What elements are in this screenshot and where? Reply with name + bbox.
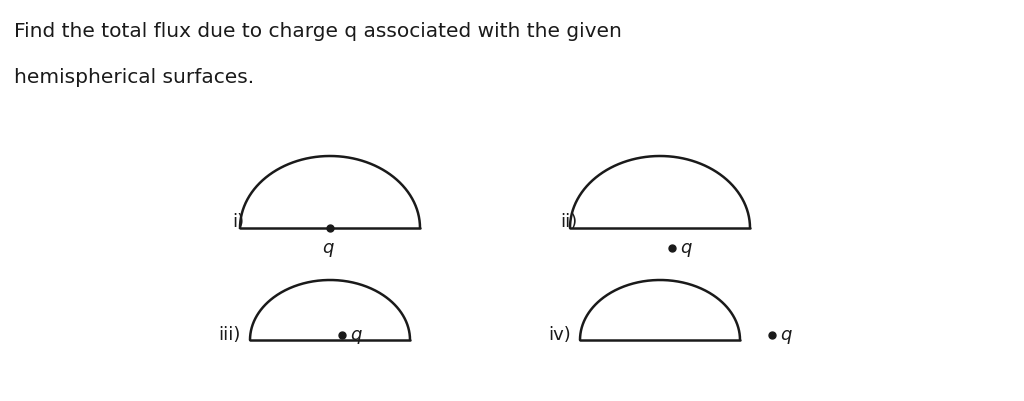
Text: iii): iii) <box>218 326 241 344</box>
Text: q: q <box>780 326 792 344</box>
Text: ii): ii) <box>560 213 578 231</box>
Text: i): i) <box>232 213 244 231</box>
Text: q: q <box>322 239 334 257</box>
Text: iv): iv) <box>548 326 570 344</box>
Text: q: q <box>350 326 361 344</box>
Text: q: q <box>680 239 691 257</box>
Text: Find the total flux due to charge q associated with the given: Find the total flux due to charge q asso… <box>14 22 622 41</box>
Text: hemispherical surfaces.: hemispherical surfaces. <box>14 68 254 87</box>
